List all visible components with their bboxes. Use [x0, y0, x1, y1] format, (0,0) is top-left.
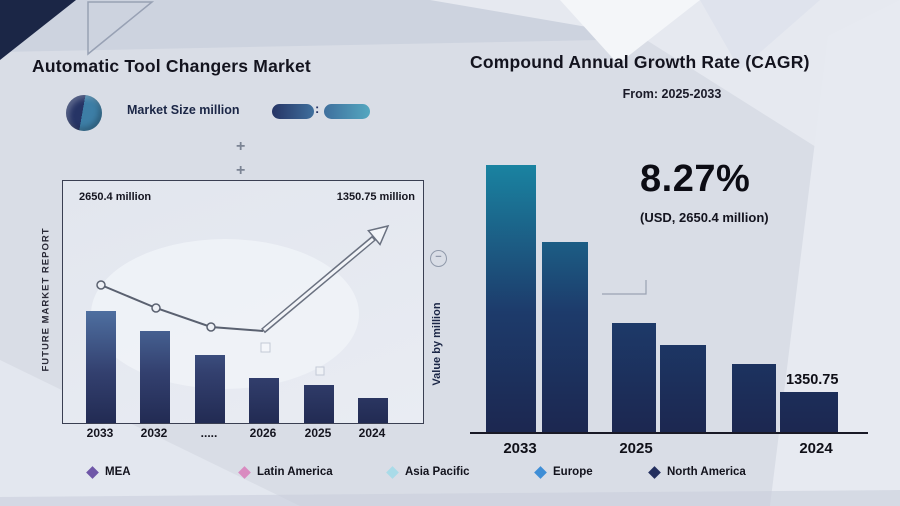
legend-label: Asia Pacific: [405, 466, 470, 478]
right-bar-series-a-2033: [486, 165, 536, 433]
x-label: 2024: [799, 440, 833, 457]
step-line-decoration: [602, 280, 647, 295]
bottom-strip-shape: [0, 490, 900, 506]
legend-item-north-america: North America: [648, 465, 746, 479]
legend-item-mea: MEA: [86, 465, 131, 479]
left-bar-.....: [194, 355, 225, 423]
legend-diamond-icon: [386, 465, 399, 479]
left-chart-min-value: 1350.75 million: [336, 191, 415, 203]
left-bar-2025: [303, 385, 334, 423]
plus-icon: +: [236, 162, 246, 179]
legend-label: Europe: [553, 466, 593, 478]
left-bar-2033: [86, 311, 116, 423]
left-chart-title: Automatic Tool Changers Market: [32, 56, 311, 76]
market-size-circle-icon: [66, 95, 102, 131]
legend-label: Latin America: [257, 466, 333, 478]
right-bar-series-b-2033: [542, 242, 588, 433]
right-chart-annotation: 1350.75: [786, 372, 839, 388]
x-label: 2026: [249, 426, 277, 440]
right-bar-series-a-2025: [612, 323, 656, 433]
legend-label: MEA: [105, 466, 131, 478]
white-streak-shape: [560, 0, 700, 64]
legend-diamond-icon: [534, 465, 547, 479]
gauge-pill-separator: :: [315, 101, 320, 116]
x-label: 2032: [140, 426, 168, 440]
x-label: 2025: [304, 426, 332, 440]
legend-item-latin-america: Latin America: [238, 465, 333, 479]
right-y-axis-label: Value by million: [431, 302, 443, 386]
x-label: 2033: [503, 440, 537, 457]
x-label: 2024: [358, 426, 386, 440]
legend-diamond-icon: [648, 465, 661, 479]
left-bar-2024: [358, 398, 388, 423]
right-bar-series-a-2024: [732, 364, 776, 433]
future-market-report-label: FUTURE MARKET REPORT: [40, 227, 52, 372]
left-bar-2026: [249, 378, 280, 423]
left-chart-panel: 2650.4 million 1350.75 million: [62, 180, 424, 424]
outline-triangle: [87, 1, 155, 56]
plus-icon: +: [236, 138, 246, 155]
left-bar-2032: [140, 331, 171, 423]
legend-diamond-icon: [86, 465, 99, 479]
gray-streak-shape: [700, 0, 820, 70]
right-band-shape: [770, 0, 900, 506]
x-label: .....: [200, 426, 218, 440]
gauge-pill-right: [324, 104, 370, 119]
left-chart-max-value: 2650.4 million: [79, 191, 152, 203]
minus-circle-icon: −: [430, 250, 447, 267]
cagr-value: 8.27%: [640, 158, 751, 200]
corner-triangle: [0, 0, 76, 60]
market-size-legend-label: Market Size million: [127, 103, 240, 117]
legend-item-asia-pacific: Asia Pacific: [386, 465, 470, 479]
x-label: 2033: [86, 426, 114, 440]
top-right-shape: [430, 0, 900, 200]
right-chart-subtitle: From: 2025-2033: [622, 87, 722, 101]
legend-label: North America: [667, 466, 746, 478]
right-bar-series-b-2024: [780, 392, 838, 433]
right-x-axis-line: [470, 432, 868, 434]
gauge-pill-left: [272, 104, 314, 119]
legend-diamond-icon: [238, 465, 251, 479]
left-bars: [63, 181, 423, 423]
legend-item-europe: Europe: [534, 465, 593, 479]
right-bar-series-b-2025: [660, 345, 706, 433]
cagr-detail: (USD, 2650.4 million): [640, 210, 769, 225]
x-label: 2025: [619, 440, 653, 457]
right-chart-title: Compound Annual Growth Rate (CAGR): [470, 52, 810, 72]
